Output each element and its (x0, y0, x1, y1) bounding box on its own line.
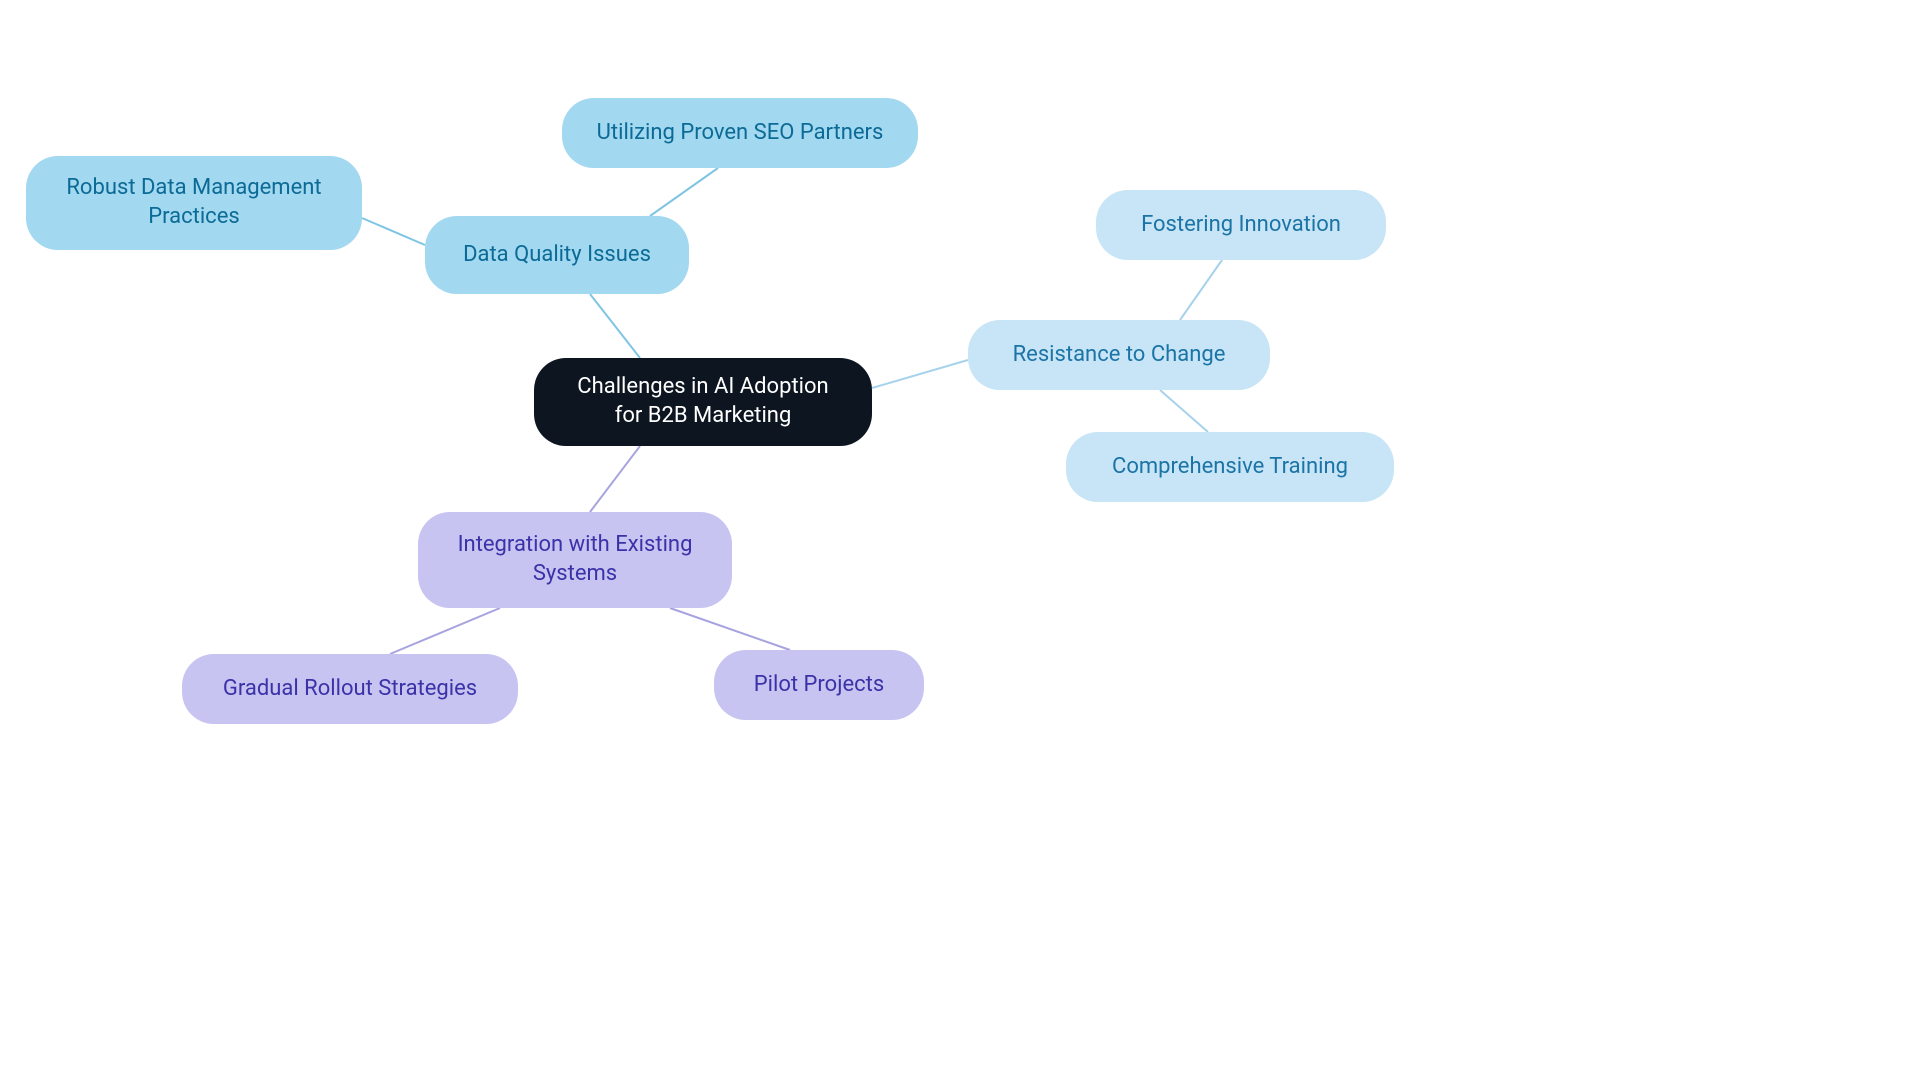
node-center: Challenges in AI Adoption for B2B Market… (534, 358, 872, 446)
node-label-integration: Integration with Existing Systems (448, 531, 702, 588)
node-label-training: Comprehensive Training (1112, 453, 1348, 482)
edge-data_quality-robust_data (362, 218, 425, 245)
edge-integration-rollout (390, 608, 500, 654)
edge-center-integration (590, 446, 640, 512)
node-label-fostering: Fostering Innovation (1141, 211, 1341, 240)
node-label-center: Challenges in AI Adoption for B2B Market… (564, 373, 842, 430)
node-label-resistance: Resistance to Change (1013, 341, 1226, 370)
node-label-pilot: Pilot Projects (754, 671, 884, 700)
node-fostering: Fostering Innovation (1096, 190, 1386, 260)
edge-data_quality-seo_partners (650, 168, 718, 216)
edge-center-resistance (872, 360, 968, 388)
node-label-rollout: Gradual Rollout Strategies (223, 675, 477, 704)
node-data_quality: Data Quality Issues (425, 216, 689, 294)
node-rollout: Gradual Rollout Strategies (182, 654, 518, 724)
node-label-robust_data: Robust Data Management Practices (56, 174, 332, 231)
mindmap-diagram: Challenges in AI Adoption for B2B Market… (0, 0, 1920, 1083)
node-training: Comprehensive Training (1066, 432, 1394, 502)
node-label-seo_partners: Utilizing Proven SEO Partners (597, 119, 884, 148)
node-pilot: Pilot Projects (714, 650, 924, 720)
edge-resistance-fostering (1180, 260, 1222, 320)
node-integration: Integration with Existing Systems (418, 512, 732, 608)
node-resistance: Resistance to Change (968, 320, 1270, 390)
edge-center-data_quality (590, 294, 640, 358)
edge-resistance-training (1160, 390, 1208, 432)
node-robust_data: Robust Data Management Practices (26, 156, 362, 250)
edge-integration-pilot (670, 608, 790, 650)
node-seo_partners: Utilizing Proven SEO Partners (562, 98, 918, 168)
node-label-data_quality: Data Quality Issues (463, 241, 651, 270)
